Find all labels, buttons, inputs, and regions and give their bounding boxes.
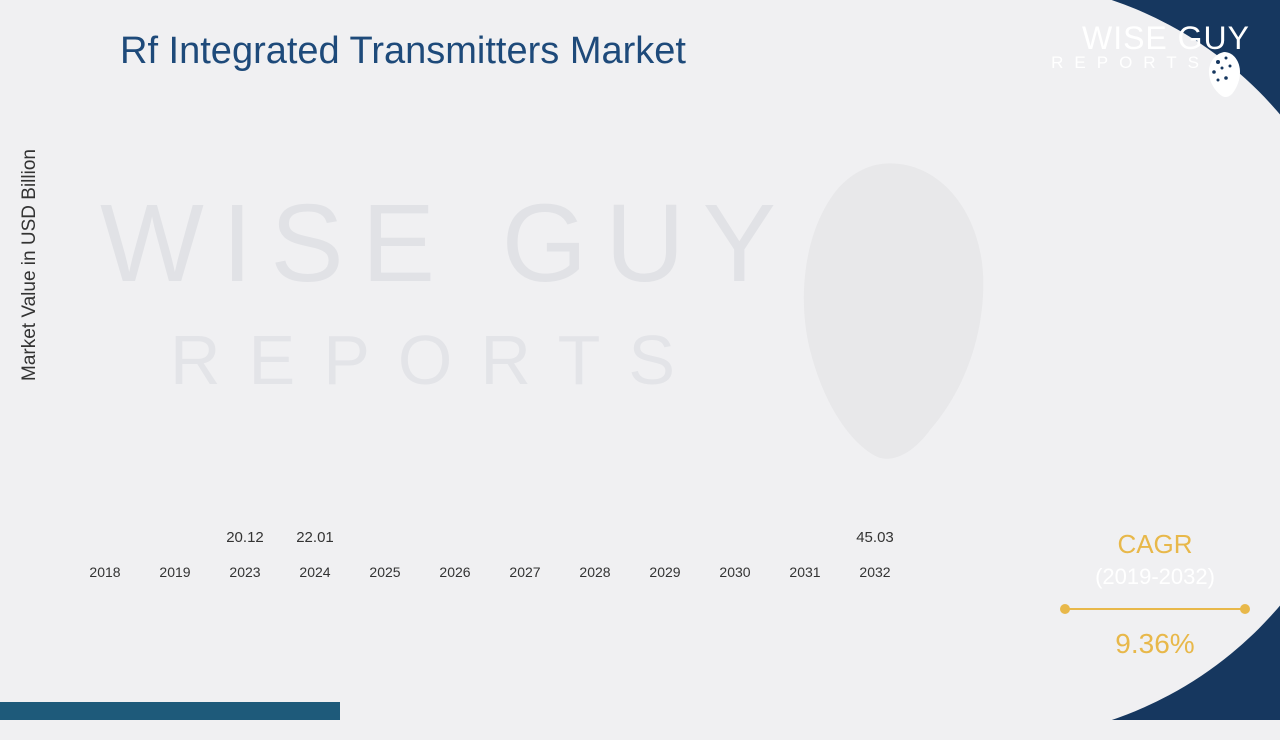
cagr-value: 9.36% <box>1065 628 1245 660</box>
brand-logo: WISE GUY REPORTS <box>1051 20 1250 73</box>
x-axis-label: 2029 <box>640 564 690 580</box>
cagr-label: CAGR <box>1065 529 1245 560</box>
x-axis-label: 2031 <box>780 564 830 580</box>
x-axis-label: 2028 <box>570 564 620 580</box>
cagr-divider <box>1065 608 1245 610</box>
cagr-block: CAGR (2019-2032) 9.36% <box>1065 529 1245 660</box>
x-axis-label: 2019 <box>150 564 200 580</box>
bar-chart: 20.12 22.01 45.03 2018 2019 2023 2024 2025 2026… <box>80 150 900 580</box>
x-axis-label: 2026 <box>430 564 480 580</box>
x-axis-label: 2032 <box>850 564 900 580</box>
x-axis-label: 2027 <box>500 564 550 580</box>
bar-value-label: 22.01 <box>296 529 334 546</box>
bar-value-label: 20.12 <box>226 529 264 546</box>
y-axis-label: Market Value in USD Billion <box>19 149 41 381</box>
logo-sub-text: REPORTS <box>1051 53 1210 73</box>
x-axis-label: 2030 <box>710 564 760 580</box>
brain-head-icon <box>1203 50 1245 98</box>
cagr-range: (2019-2032) <box>1065 564 1245 590</box>
bottom-accent-bar <box>0 702 340 720</box>
x-axis-label: 2024 <box>290 564 340 580</box>
x-axis-label: 2025 <box>360 564 410 580</box>
x-axis-label: 2018 <box>80 564 130 580</box>
bar-value-label: 45.03 <box>856 529 894 546</box>
x-axis-label: 2023 <box>220 564 270 580</box>
chart-title: Rf Integrated Transmitters Market <box>120 30 686 73</box>
